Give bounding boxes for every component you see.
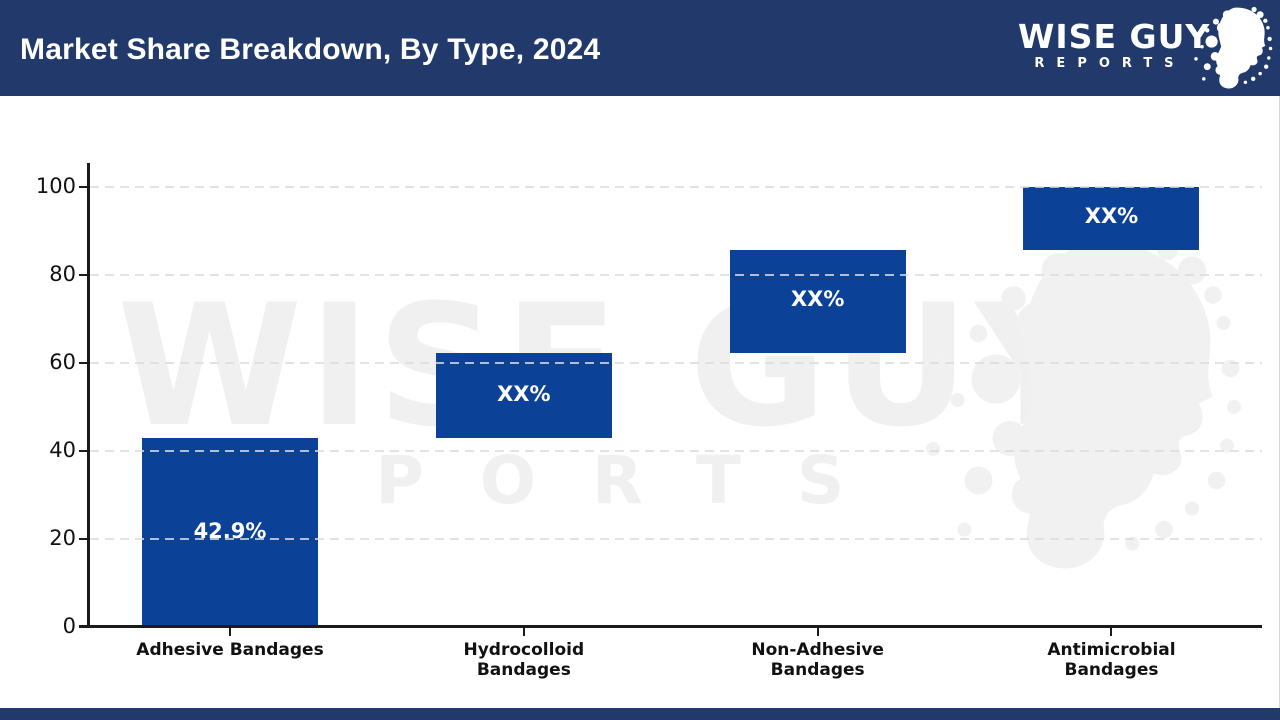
gridline: [90, 362, 1262, 364]
chart-title: Market Share Breakdown, By Type, 2024: [20, 33, 601, 66]
y-axis-line: [87, 163, 90, 628]
x-category-label: Adhesive Bandages: [136, 640, 324, 660]
x-category-label: Non-Adhesive Bandages: [751, 640, 884, 680]
x-category-label: Hydrocolloid Bandages: [463, 640, 585, 680]
logo-face-icon: [1194, 6, 1273, 89]
header-bar: Market Share Breakdown, By Type, 2024 WI…: [0, 0, 1280, 96]
y-tick-label: 40: [49, 438, 76, 462]
y-tick-label: 0: [62, 614, 76, 638]
bar-value-label: XX%: [497, 381, 551, 406]
bar: [729, 249, 906, 353]
logo-wiseguy-text: WISE GUY: [1018, 17, 1211, 56]
x-axis-tick: [816, 628, 819, 636]
bar-value-label: 42.9%: [193, 518, 267, 543]
x-axis-tick: [522, 628, 525, 636]
bar-value-label: XX%: [1084, 204, 1139, 229]
watermark-text-ports: PORTS: [375, 442, 901, 519]
footer-bar: [0, 708, 1280, 720]
x-axis-tick: [229, 628, 231, 636]
y-axis-tick: [79, 274, 88, 276]
wiseguy-logo: WISE GUY REPORTS: [1018, 0, 1273, 96]
y-axis-tick: [79, 450, 88, 452]
logo-reports-text: REPORTS: [1034, 56, 1186, 71]
y-tick-label: 100: [35, 174, 76, 198]
y-axis-tick: [79, 186, 88, 188]
x-axis-tick: [1110, 628, 1113, 636]
gridline: [90, 450, 1262, 452]
bar-value-label: XX%: [790, 287, 845, 312]
x-category-label: Antimicrobial Bandages: [1047, 640, 1176, 680]
x-axis-line: [79, 625, 1262, 628]
y-axis-tick: [79, 538, 88, 540]
y-tick-label: 60: [49, 350, 76, 374]
gridline: [90, 186, 1262, 188]
bar: [1023, 187, 1200, 250]
y-tick-label: 80: [49, 262, 76, 286]
bar: [142, 438, 318, 627]
y-axis-tick: [79, 362, 88, 364]
bar: [435, 352, 612, 439]
y-tick-label: 20: [49, 526, 76, 550]
gridline: [90, 538, 1262, 540]
gridline: [90, 274, 1262, 276]
